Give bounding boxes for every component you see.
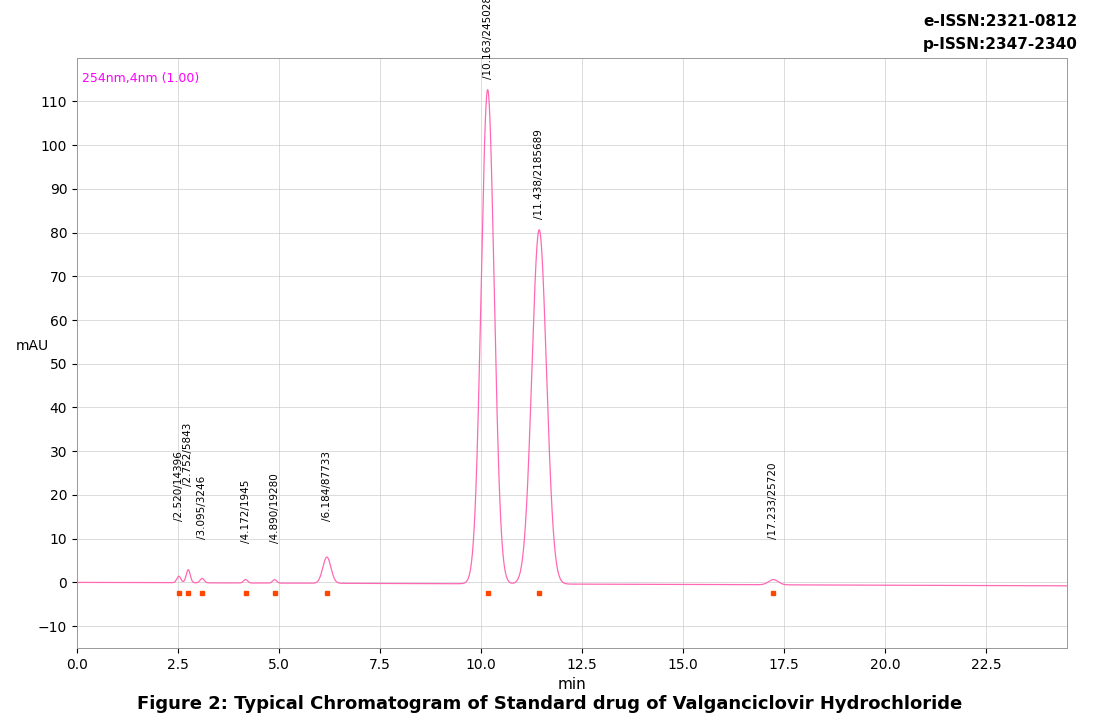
Text: Figure 2: Typical Chromatogram of Standard drug of Valganciclovir Hydrochloride: Figure 2: Typical Chromatogram of Standa… bbox=[138, 695, 962, 713]
Text: /2.520/14396: /2.520/14396 bbox=[174, 451, 184, 521]
Text: /2.752/5843: /2.752/5843 bbox=[184, 423, 194, 486]
Y-axis label: mAU: mAU bbox=[15, 339, 50, 353]
Text: /17.233/25720: /17.233/25720 bbox=[769, 462, 779, 539]
Text: /6.184/87733: /6.184/87733 bbox=[322, 451, 332, 521]
Text: /10.163/2450283: /10.163/2450283 bbox=[483, 0, 493, 79]
Text: /4.890/19280: /4.890/19280 bbox=[270, 473, 279, 543]
Text: e-ISSN:2321-0812
p-ISSN:2347-2340: e-ISSN:2321-0812 p-ISSN:2347-2340 bbox=[923, 14, 1078, 52]
X-axis label: min: min bbox=[558, 678, 586, 692]
Text: /4.172/1945: /4.172/1945 bbox=[241, 480, 251, 543]
Text: /11.438/2185689: /11.438/2185689 bbox=[535, 130, 544, 220]
Text: /3.095/3246: /3.095/3246 bbox=[197, 475, 207, 539]
Text: 254nm,4nm (1.00): 254nm,4nm (1.00) bbox=[82, 73, 199, 86]
